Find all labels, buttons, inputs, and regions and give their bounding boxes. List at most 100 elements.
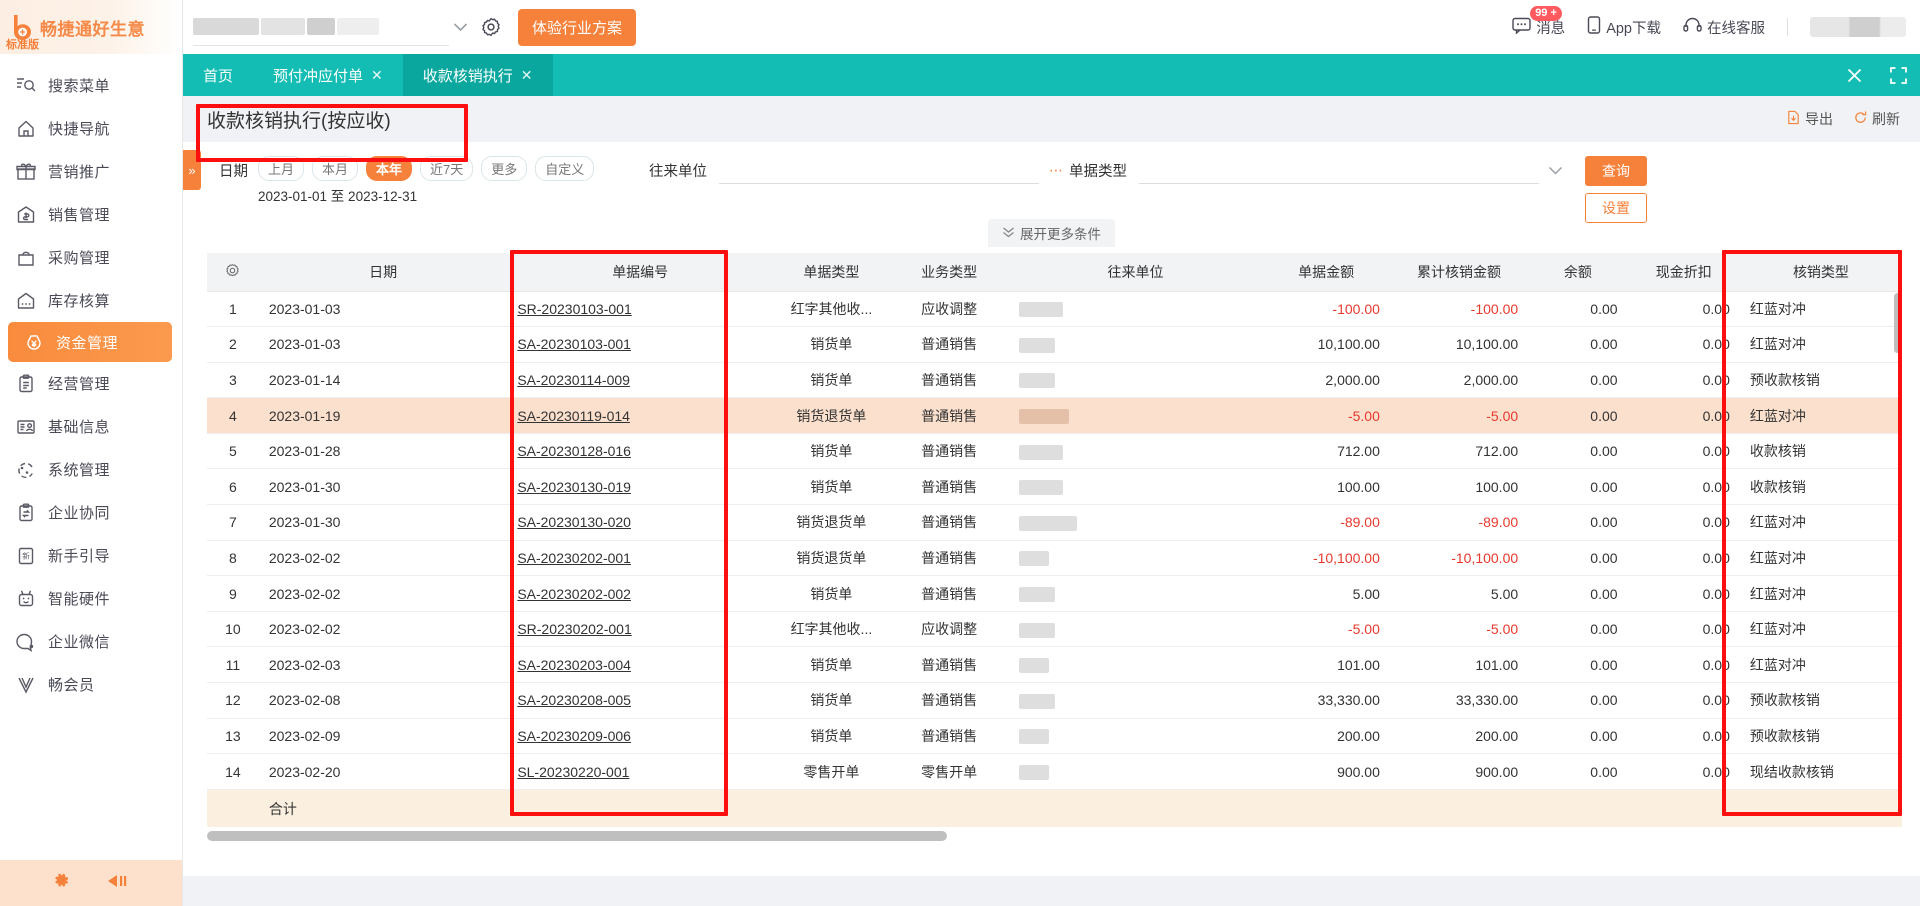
tab-1[interactable]: 首页 bbox=[183, 54, 253, 96]
date-chip-6[interactable]: 自定义 bbox=[535, 156, 595, 181]
sidebar-item-2[interactable]: 快捷导航 bbox=[0, 107, 182, 150]
sidebar-item-5[interactable]: 采购管理 bbox=[0, 236, 182, 279]
doc-no-link[interactable]: SA-20230202-002 bbox=[517, 585, 631, 602]
table-horizontal-scrollbar-track[interactable] bbox=[207, 829, 1902, 844]
expand-more-conditions-button[interactable]: 展开更多条件 bbox=[988, 219, 1115, 247]
cell-doc-no[interactable]: SA-20230103-001 bbox=[507, 326, 774, 363]
date-chip-2[interactable]: 本月 bbox=[312, 156, 359, 181]
column-header-5[interactable]: 往来单位 bbox=[1008, 253, 1263, 292]
refresh-button[interactable]: 刷新 bbox=[1853, 109, 1900, 129]
sidebar-item-3[interactable]: 营销推广 bbox=[0, 150, 182, 193]
column-header-9[interactable]: 现金折扣 bbox=[1627, 253, 1740, 292]
table-row[interactable]: 4 2023-01-19 SA-20230119-014 销货退货单 普通销售 -5.00… bbox=[207, 397, 1902, 434]
table-row[interactable]: 5 2023-01-28 SA-20230128-016 销货单 普通销售 712.00 7… bbox=[207, 433, 1902, 470]
settings-button[interactable]: 设置 bbox=[1585, 193, 1647, 223]
sidebar-item-10[interactable]: 系统管理 bbox=[0, 448, 182, 491]
table-row[interactable]: 14 2023-02-20 SL-20230220-001 零售开单 零售开单 900.0… bbox=[207, 753, 1902, 790]
table-row[interactable]: 9 2023-02-02 SA-20230202-002 销货单 普通销售 5.00 5.0… bbox=[207, 575, 1902, 612]
table-horizontal-scrollbar-thumb[interactable] bbox=[207, 831, 947, 842]
gear-icon[interactable] bbox=[53, 872, 70, 894]
table-row[interactable]: 13 2023-02-09 SA-20230209-006 销货单 普通销售 200.00… bbox=[207, 718, 1902, 755]
doc-no-link[interactable]: SA-20230119-014 bbox=[517, 407, 630, 424]
sidebar-item-14[interactable]: 企业微信 bbox=[0, 620, 182, 663]
cell-doc-no[interactable]: SA-20230209-006 bbox=[507, 718, 774, 755]
table-row[interactable]: 3 2023-01-14 SA-20230114-009 销货单 普通销售 2,000.0… bbox=[207, 362, 1902, 399]
table-vertical-scrollbar[interactable] bbox=[1894, 293, 1901, 353]
column-header-10[interactable]: 核销类型 bbox=[1739, 253, 1902, 292]
column-header-2[interactable]: 单据编号 bbox=[507, 253, 774, 292]
close-icon[interactable] bbox=[1832, 54, 1876, 96]
double-chevron-right-icon[interactable]: » bbox=[183, 150, 201, 190]
cell-doc-no[interactable]: SA-20230208-005 bbox=[507, 682, 774, 719]
sidebar-item-11[interactable]: 企业协同 bbox=[0, 491, 182, 534]
tab-2[interactable]: 预付冲应付单 ✕ bbox=[253, 54, 403, 96]
doc-no-link[interactable]: SA-20230130-020 bbox=[517, 514, 631, 531]
doc-no-link[interactable]: SR-20230202-001 bbox=[517, 621, 632, 638]
cell-doc-no[interactable]: SA-20230130-019 bbox=[507, 468, 774, 506]
table-row[interactable]: 11 2023-02-03 SA-20230203-004 销货单 普通销售 101.00… bbox=[207, 646, 1902, 684]
column-header-4[interactable]: 业务类型 bbox=[889, 253, 1009, 292]
column-header-1[interactable]: 日期 bbox=[258, 253, 508, 292]
doc-no-link[interactable]: SA-20230203-004 bbox=[517, 656, 631, 673]
sidebar-item-1[interactable]: 搜索菜单 bbox=[0, 64, 182, 107]
table-row[interactable]: 8 2023-02-02 SA-20230202-001 销货退货单 普通销售 -10,1… bbox=[207, 540, 1902, 577]
chevron-down-icon[interactable] bbox=[453, 19, 468, 36]
cell-doc-no[interactable]: SA-20230119-014 bbox=[507, 397, 774, 434]
cell-doc-no[interactable]: SA-20230203-004 bbox=[507, 646, 774, 684]
partner-input[interactable] bbox=[719, 156, 1039, 184]
table-row[interactable]: 10 2023-02-02 SR-20230202-001 红字其他收... 应收调整 -… bbox=[207, 611, 1902, 648]
table-row[interactable]: 7 2023-01-30 SA-20230130-020 销货退货单 普通销售 -89.0… bbox=[207, 504, 1902, 541]
sidebar-item-13[interactable]: 智能硬件 bbox=[0, 577, 182, 620]
online-service-button[interactable]: 在线客服 bbox=[1683, 16, 1765, 38]
doc-no-link[interactable]: SA-20230208-005 bbox=[517, 692, 631, 709]
column-header-8[interactable]: 余额 bbox=[1528, 253, 1628, 292]
table-row[interactable]: 2 2023-01-03 SA-20230103-001 销货单 普通销售 10,100.… bbox=[207, 326, 1902, 363]
column-settings-icon[interactable] bbox=[207, 253, 259, 292]
date-chip-1[interactable]: 上月 bbox=[258, 156, 305, 181]
doc-no-link[interactable]: SA-20230114-009 bbox=[517, 371, 630, 388]
sidebar-item-9[interactable]: 基础信息 bbox=[0, 405, 182, 448]
date-chip-5[interactable]: 更多 bbox=[481, 156, 528, 181]
doc-no-link[interactable]: SL-20230220-001 bbox=[517, 763, 630, 780]
date-chip-4[interactable]: 近7天 bbox=[420, 156, 474, 181]
table-row[interactable]: 12 2023-02-08 SA-20230208-005 销货单 普通销售 33,330… bbox=[207, 682, 1902, 719]
doc-no-link[interactable]: SA-20230103-001 bbox=[517, 336, 631, 353]
table-row[interactable]: 6 2023-01-30 SA-20230130-019 销货单 普通销售 100.00 1… bbox=[207, 468, 1902, 506]
doc-no-link[interactable]: SA-20230202-001 bbox=[517, 549, 631, 566]
doc-no-link[interactable]: SR-20230103-001 bbox=[517, 300, 632, 317]
app-download-button[interactable]: App下载 bbox=[1587, 16, 1661, 38]
tab-close-icon[interactable]: ✕ bbox=[520, 66, 533, 83]
cell-doc-no[interactable]: SR-20230103-001 bbox=[507, 291, 774, 328]
export-button[interactable]: 导出 bbox=[1786, 109, 1833, 129]
doc-type-input[interactable] bbox=[1139, 156, 1539, 184]
sidebar-item-15[interactable]: 畅会员 bbox=[0, 663, 182, 706]
sidebar-item-12[interactable]: 新 新手引导 bbox=[0, 534, 182, 577]
cell-doc-no[interactable]: SA-20230202-001 bbox=[507, 540, 774, 577]
tab-close-icon[interactable]: ✕ bbox=[371, 66, 383, 83]
doc-no-link[interactable]: SA-20230209-006 bbox=[517, 727, 631, 744]
column-header-3[interactable]: 单据类型 bbox=[773, 253, 890, 292]
experience-solution-button[interactable]: 体验行业方案 bbox=[518, 8, 637, 46]
fullscreen-icon[interactable] bbox=[1876, 54, 1920, 96]
cell-doc-no[interactable]: SA-20230202-002 bbox=[507, 575, 774, 612]
user-name-masked[interactable] bbox=[1810, 17, 1906, 37]
cell-doc-no[interactable]: SA-20230114-009 bbox=[507, 362, 774, 399]
messages-button[interactable]: 消息 99 + bbox=[1512, 5, 1565, 38]
org-selector[interactable] bbox=[193, 16, 478, 46]
tab-3[interactable]: 收款核销执行 ✕ bbox=[402, 54, 553, 96]
cell-doc-no[interactable]: SL-20230220-001 bbox=[507, 753, 774, 790]
chevron-down-icon[interactable] bbox=[1548, 162, 1563, 178]
collapse-sidebar-icon[interactable] bbox=[107, 874, 129, 893]
sidebar-item-8[interactable]: 经营管理 bbox=[0, 362, 182, 405]
cell-doc-no[interactable]: SR-20230202-001 bbox=[507, 611, 774, 648]
column-header-7[interactable]: 累计核销金额 bbox=[1389, 253, 1529, 292]
org-settings-gear-icon[interactable] bbox=[478, 14, 504, 40]
column-header-6[interactable]: 单据金额 bbox=[1262, 253, 1390, 292]
ellipsis-icon[interactable]: ⋯ bbox=[1049, 161, 1063, 178]
date-chip-3[interactable]: 本年 bbox=[366, 156, 413, 181]
query-button[interactable]: 查询 bbox=[1585, 156, 1647, 186]
cell-doc-no[interactable]: SA-20230130-020 bbox=[507, 504, 774, 541]
cell-doc-no[interactable]: SA-20230128-016 bbox=[507, 433, 774, 470]
doc-no-link[interactable]: SA-20230128-016 bbox=[517, 443, 631, 460]
table-row[interactable]: 1 2023-01-03 SR-20230103-001 红字其他收... 应收调整 -1… bbox=[207, 291, 1902, 328]
